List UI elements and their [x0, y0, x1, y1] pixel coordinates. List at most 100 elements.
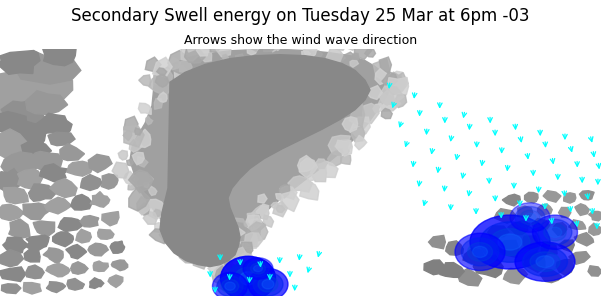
Polygon shape [157, 92, 167, 102]
Polygon shape [269, 44, 278, 52]
Polygon shape [181, 242, 191, 253]
Polygon shape [110, 241, 124, 253]
Ellipse shape [520, 210, 540, 225]
Polygon shape [341, 52, 358, 65]
Ellipse shape [538, 219, 572, 245]
Polygon shape [282, 191, 299, 212]
Polygon shape [328, 135, 350, 156]
Polygon shape [239, 232, 258, 249]
Polygon shape [179, 59, 192, 73]
Polygon shape [181, 44, 201, 61]
Polygon shape [242, 248, 251, 257]
Polygon shape [144, 182, 150, 188]
Ellipse shape [234, 267, 262, 289]
Polygon shape [234, 242, 241, 252]
Polygon shape [569, 220, 586, 229]
Polygon shape [90, 278, 104, 288]
Polygon shape [209, 244, 215, 253]
Polygon shape [219, 57, 230, 69]
Polygon shape [23, 283, 41, 294]
Polygon shape [0, 267, 26, 281]
Polygon shape [179, 252, 198, 263]
Polygon shape [446, 241, 463, 255]
Polygon shape [429, 235, 445, 249]
Polygon shape [255, 215, 260, 221]
Polygon shape [174, 64, 188, 80]
Polygon shape [251, 263, 260, 270]
Polygon shape [71, 262, 88, 274]
Polygon shape [192, 242, 206, 255]
Polygon shape [0, 85, 37, 130]
Polygon shape [245, 215, 262, 232]
Polygon shape [230, 247, 249, 265]
Polygon shape [336, 140, 352, 156]
Polygon shape [81, 175, 102, 191]
Polygon shape [569, 252, 590, 264]
Polygon shape [424, 260, 445, 275]
Polygon shape [135, 128, 142, 135]
Ellipse shape [472, 246, 487, 258]
Polygon shape [218, 280, 227, 290]
Polygon shape [294, 35, 307, 45]
Polygon shape [552, 223, 567, 235]
Polygon shape [48, 132, 75, 146]
Polygon shape [382, 72, 397, 88]
Polygon shape [496, 240, 519, 258]
Polygon shape [236, 54, 245, 63]
Polygon shape [233, 282, 240, 288]
Polygon shape [252, 205, 269, 220]
Polygon shape [258, 194, 267, 203]
Polygon shape [228, 272, 245, 287]
Polygon shape [282, 35, 292, 47]
Ellipse shape [258, 276, 278, 292]
Ellipse shape [532, 215, 578, 250]
Polygon shape [354, 40, 372, 59]
Polygon shape [525, 192, 538, 203]
Ellipse shape [544, 224, 566, 241]
Polygon shape [46, 263, 70, 277]
Polygon shape [310, 164, 326, 182]
Polygon shape [60, 144, 85, 160]
Polygon shape [197, 44, 209, 56]
Polygon shape [247, 43, 258, 55]
Polygon shape [129, 187, 150, 211]
Polygon shape [588, 266, 601, 276]
Polygon shape [90, 192, 110, 207]
Polygon shape [337, 149, 343, 155]
Polygon shape [9, 219, 30, 239]
Polygon shape [557, 259, 574, 275]
Polygon shape [230, 283, 237, 291]
Polygon shape [138, 203, 149, 215]
Polygon shape [517, 206, 532, 218]
Polygon shape [249, 222, 268, 241]
Polygon shape [219, 269, 228, 277]
Polygon shape [379, 57, 391, 74]
Polygon shape [143, 211, 157, 224]
Polygon shape [575, 204, 589, 215]
Polygon shape [35, 113, 72, 135]
Polygon shape [288, 176, 313, 192]
Polygon shape [144, 199, 166, 219]
Polygon shape [388, 77, 401, 91]
Polygon shape [159, 228, 179, 243]
Polygon shape [221, 266, 237, 282]
Polygon shape [243, 233, 263, 247]
Polygon shape [381, 90, 394, 105]
Polygon shape [124, 116, 138, 132]
Ellipse shape [262, 279, 274, 289]
Polygon shape [276, 194, 283, 202]
Polygon shape [129, 170, 153, 193]
Polygon shape [0, 68, 73, 116]
Polygon shape [0, 51, 40, 74]
Polygon shape [234, 226, 252, 241]
Ellipse shape [217, 276, 243, 296]
Polygon shape [317, 61, 325, 67]
Ellipse shape [468, 242, 492, 261]
Polygon shape [440, 263, 464, 277]
Polygon shape [341, 147, 349, 155]
Polygon shape [23, 203, 51, 220]
Polygon shape [149, 73, 173, 94]
Polygon shape [236, 271, 255, 286]
Polygon shape [532, 218, 549, 231]
Polygon shape [381, 108, 392, 119]
